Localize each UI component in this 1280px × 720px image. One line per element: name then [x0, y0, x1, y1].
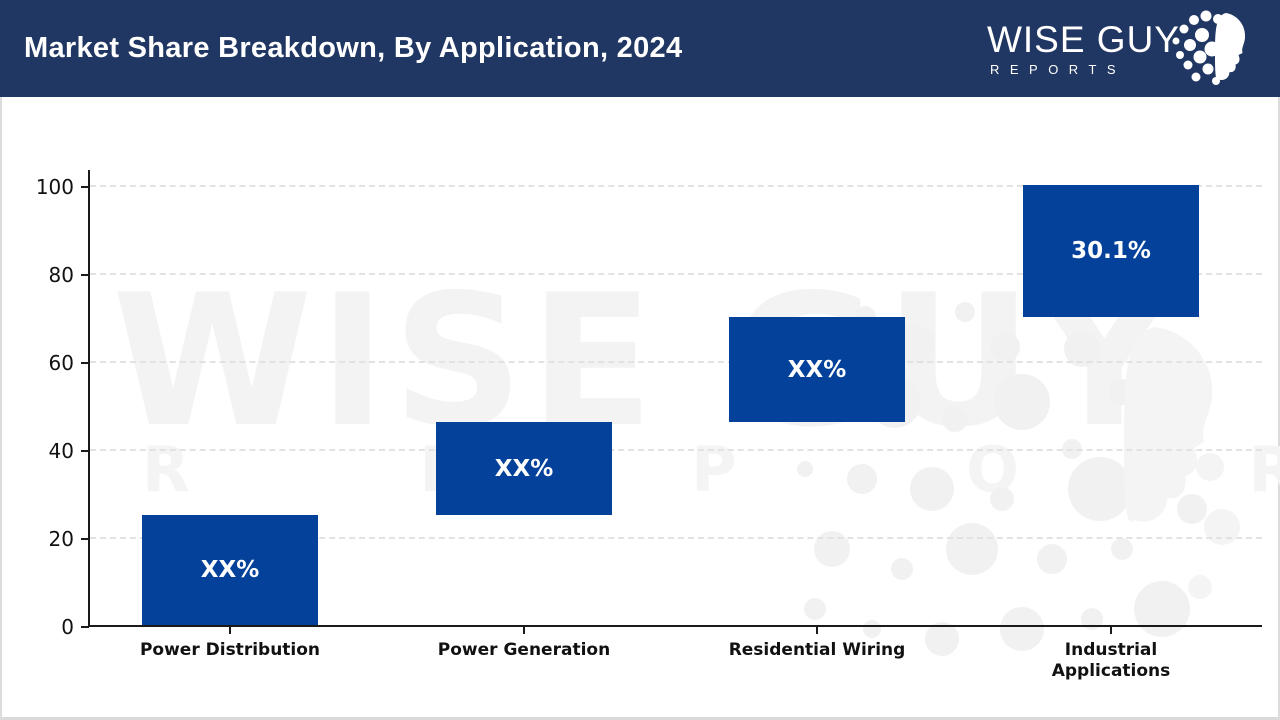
- y-tick-label: 20: [48, 527, 74, 551]
- y-tick-mark: [81, 538, 89, 540]
- gridline-80: [90, 273, 1262, 275]
- x-category-label: Power Generation: [437, 640, 611, 660]
- bar-residential-wiring: XX%: [729, 317, 905, 423]
- x-tick-mark: [523, 627, 525, 634]
- wiseguy-logo: WISE GUY REPORTS: [987, 7, 1250, 91]
- gridline-100: [90, 185, 1262, 187]
- x-category-label: Industrial Applications: [1051, 640, 1171, 681]
- bar-value-label: XX%: [787, 356, 847, 383]
- gridline-20: [90, 537, 1262, 539]
- chart-area: WISE GUY R E P O R T S XX%XX%XX%30.1% 02…: [0, 97, 1280, 717]
- y-tick-mark: [81, 626, 89, 628]
- y-tick-label: 100: [35, 175, 74, 199]
- bar-power-distribution: XX%: [142, 515, 318, 625]
- x-tick-mark: [1110, 627, 1112, 634]
- y-tick-mark: [81, 450, 89, 452]
- bar-value-label: XX%: [200, 557, 260, 583]
- gridline-60: [90, 361, 1262, 363]
- logo-wordmark: WISE GUY REPORTS: [986, 18, 1180, 77]
- plot-frame: XX% XX% XX% 30.1%: [88, 170, 1262, 627]
- bar-power-generation: XX%: [436, 422, 612, 515]
- y-tick-label: 80: [48, 263, 74, 287]
- x-category-label: Power Distribution: [139, 640, 321, 660]
- chart-title: Market Share Breakdown, By Application, …: [24, 32, 683, 64]
- header-banner: Market Share Breakdown, By Application, …: [0, 0, 1280, 97]
- bar-industrial-applications: 30.1%: [1023, 185, 1199, 317]
- gridline-40: [90, 449, 1262, 451]
- x-tick-mark: [229, 627, 231, 634]
- x-category-label: Residential Wiring: [728, 640, 906, 660]
- y-tick-label: 40: [48, 439, 74, 463]
- x-tick-mark: [816, 627, 818, 634]
- logo-face-icon: [1172, 10, 1246, 85]
- y-tick-mark: [81, 362, 89, 364]
- bar-value-label: XX%: [494, 455, 554, 482]
- y-tick-label: 0: [61, 615, 74, 639]
- logo-wordmark-main: WISE GUY: [986, 18, 1180, 60]
- bar-value-label: 30.1%: [1071, 238, 1151, 264]
- logo-wordmark-sub: REPORTS: [989, 61, 1127, 77]
- y-tick-mark: [81, 186, 89, 188]
- y-tick-mark: [81, 274, 89, 276]
- y-tick-label: 60: [48, 351, 74, 375]
